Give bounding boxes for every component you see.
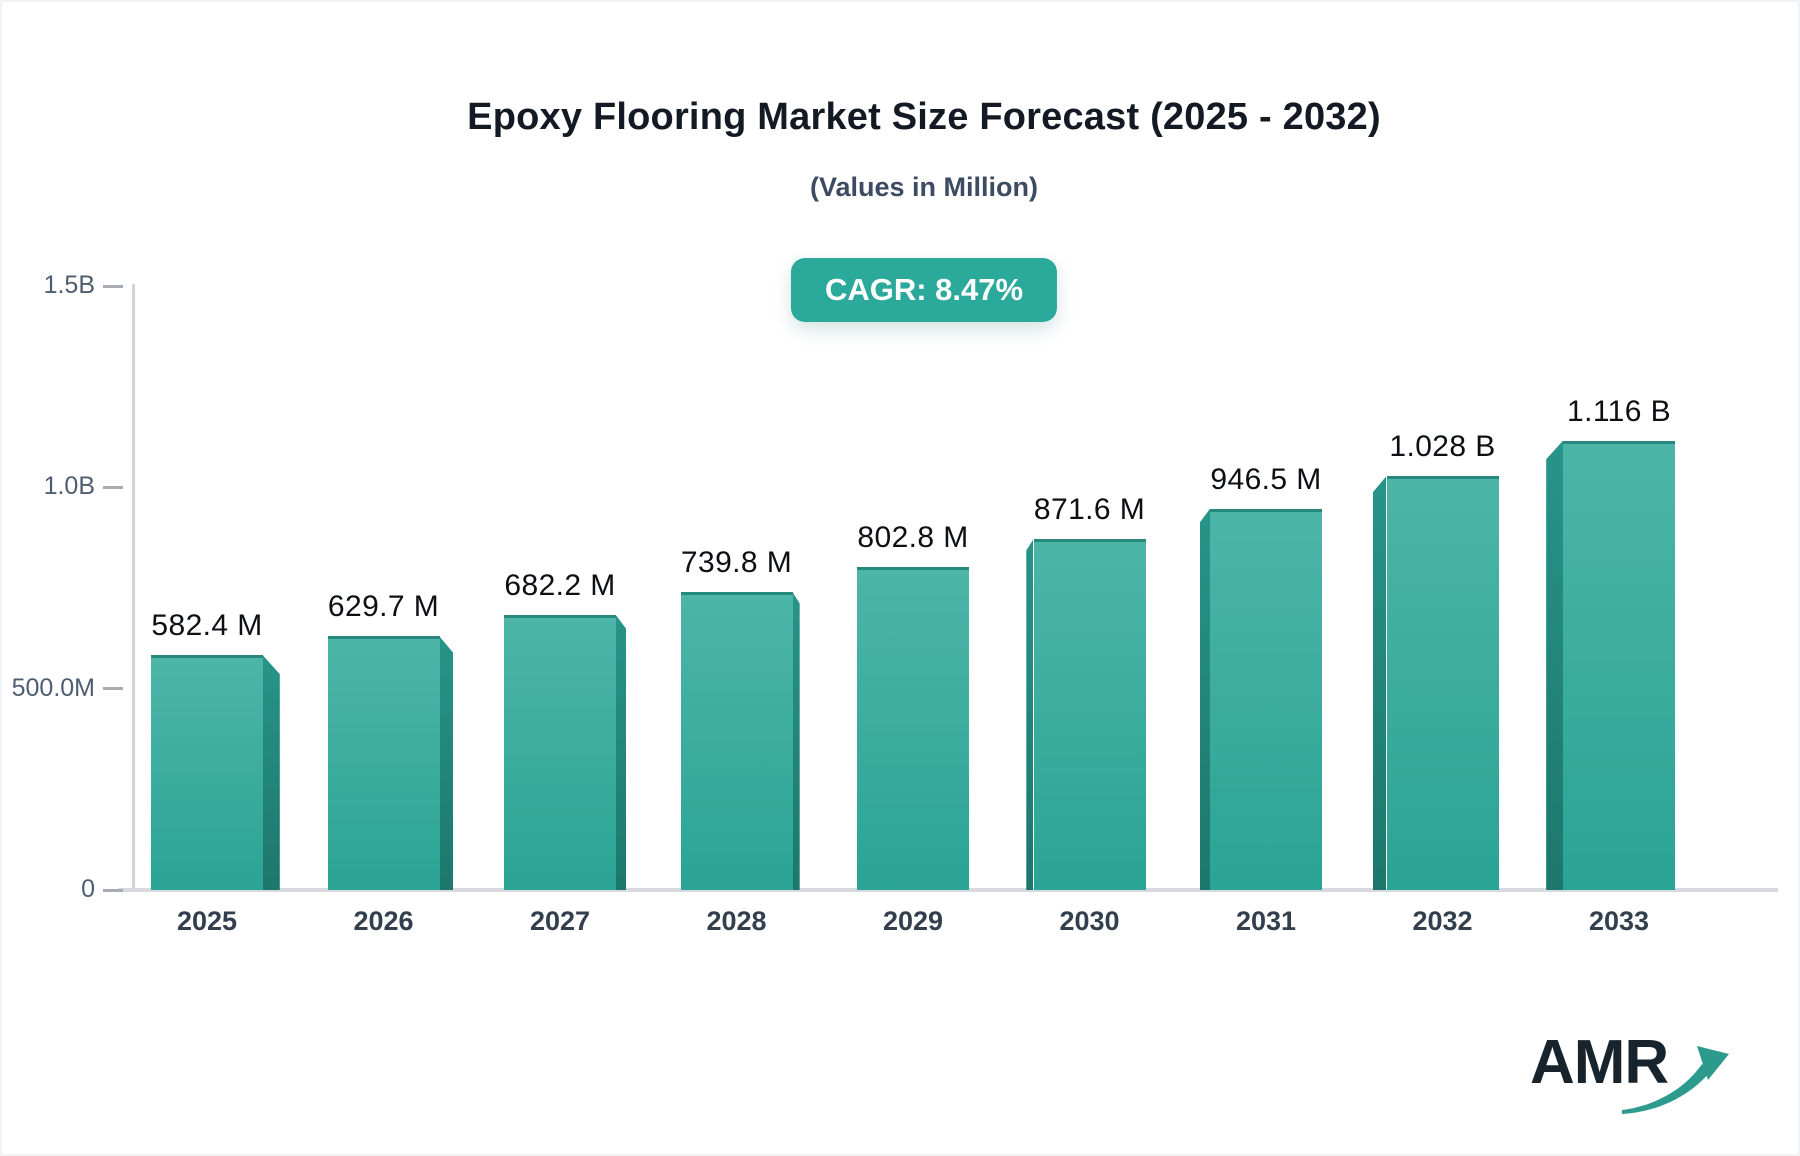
bar-side-face xyxy=(439,636,454,890)
y-axis-tick xyxy=(103,284,123,288)
bar xyxy=(1033,539,1146,890)
bar-value-label: 871.6 M xyxy=(1033,493,1146,527)
bar-side-face xyxy=(1199,508,1210,890)
bar xyxy=(1386,476,1499,890)
bar-side-face xyxy=(616,615,627,890)
bar-value-label: 739.8 M xyxy=(680,546,793,580)
y-axis-tick-label: 1.0B xyxy=(43,472,95,501)
amr-logo: AMR xyxy=(1530,1028,1729,1122)
y-axis-tick xyxy=(103,687,123,691)
y-axis-tick xyxy=(103,485,123,489)
bar-value-label: 946.5 M xyxy=(1210,462,1322,496)
bar-side-face xyxy=(1546,440,1563,890)
x-axis-label: 2030 xyxy=(1059,906,1120,936)
growth-arrow-icon xyxy=(1622,1046,1729,1114)
bar-side-face xyxy=(1372,476,1387,890)
bar-value-label: 682.2 M xyxy=(504,569,616,603)
bar-side-face xyxy=(792,592,800,890)
bar xyxy=(1210,508,1322,890)
x-axis-label: 2026 xyxy=(353,906,414,936)
bar xyxy=(857,566,969,890)
x-axis-label: 2029 xyxy=(882,906,944,936)
y-axis-tick-label: 0 xyxy=(81,875,95,903)
bar-value-label: 802.8 M xyxy=(857,520,969,554)
x-axis-label: 2033 xyxy=(1588,906,1650,936)
chart-subtitle: (Values in Million) xyxy=(809,172,1039,202)
bar xyxy=(327,636,440,890)
y-axis-tick-label: 500.0M xyxy=(11,673,95,702)
y-axis-line xyxy=(132,284,135,890)
y-axis-tick xyxy=(103,888,123,892)
x-axis-label: 2027 xyxy=(529,906,591,936)
cagr-badge: CAGR: 8.47% xyxy=(790,258,1058,322)
bar xyxy=(1563,440,1675,890)
bar xyxy=(680,592,793,890)
bar-side-face xyxy=(1026,539,1034,890)
bar-side-face xyxy=(263,655,280,890)
bar-value-label: 629.7 M xyxy=(327,590,440,624)
x-axis-label: 2032 xyxy=(1412,906,1473,936)
x-axis-label: 2025 xyxy=(176,906,238,936)
x-axis-label: 2028 xyxy=(706,906,767,936)
amr-logo-text: AMR xyxy=(1530,1028,1669,1097)
chart-title: Epoxy Flooring Market Size Forecast (202… xyxy=(467,96,1381,138)
bar xyxy=(504,615,616,890)
x-axis-baseline xyxy=(118,888,1778,892)
bar-value-label: 1.116 B xyxy=(1567,394,1671,428)
y-axis-tick-label: 1.5B xyxy=(43,271,95,299)
bar xyxy=(151,655,263,890)
bar-value-label: 1.028 B xyxy=(1389,430,1496,464)
bar-value-label: 582.4 M xyxy=(151,609,263,643)
x-axis-label: 2031 xyxy=(1235,906,1297,936)
